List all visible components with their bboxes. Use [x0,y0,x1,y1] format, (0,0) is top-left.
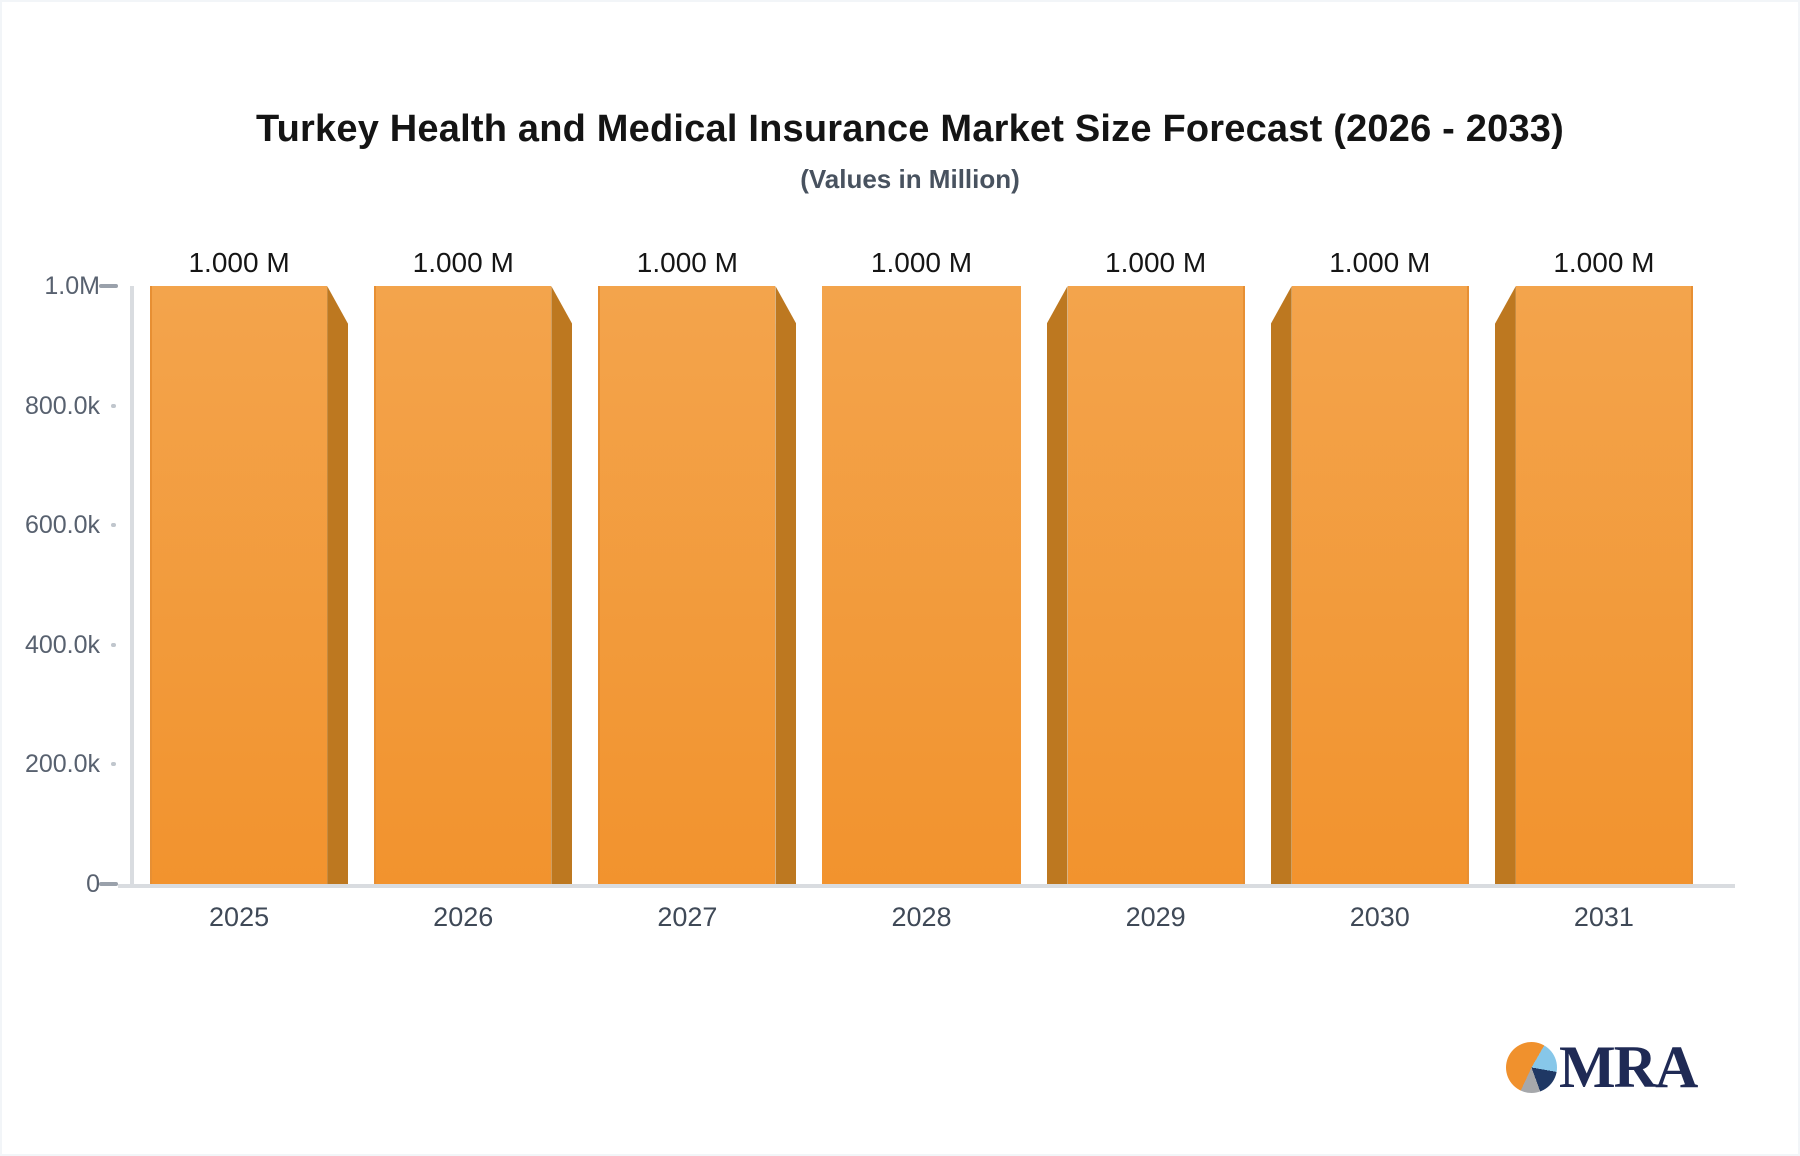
bar-face[interactable] [1515,286,1693,884]
bar-2031[interactable]: 1.000 M 2031 [1494,247,1693,932]
logo: MRA [1506,1034,1698,1100]
bar-2026[interactable]: 1.000 M 2026 [374,247,573,932]
bar-side-panel [775,286,797,884]
x-axis-category-label: 2025 [209,902,270,932]
bar-column[interactable]: 1.000 M [1494,247,1693,884]
x-axis-category-label: 2028 [891,902,952,932]
bar-side-panel [1270,286,1292,884]
bar-column[interactable]: 1.000 M [1270,247,1469,884]
chart-title: Turkey Health and Medical Insurance Mark… [256,108,1564,150]
bar-column[interactable]: 1.000 M [598,247,797,884]
pie-chart-logo-icon [1506,1042,1557,1093]
bar-column[interactable]: 1.000 M [150,247,349,884]
y-axis-tick-label: 1.0M [44,272,100,300]
bar-side-panel [1046,286,1068,884]
x-axis-category-label: 2027 [657,902,718,932]
y-axis-tick-label: 600.0k [24,511,100,540]
bar-2027[interactable]: 1.000 M 2027 [598,247,797,932]
y-axis-tick-mark [111,642,116,647]
bar-2030[interactable]: 1.000 M 2030 [1270,247,1469,932]
bar-value-label: 1.000 M [1329,247,1431,278]
bar-side-panel [1494,286,1516,884]
y-axis-tick-mark [111,762,116,767]
bar-face[interactable] [150,286,328,884]
bar-side-panel [327,286,349,884]
bar-face[interactable] [374,286,552,884]
x-axis-category-label: 2031 [1573,902,1634,932]
y-axis-tick-mark [99,882,118,886]
y-axis-tick-label: 800.0k [24,391,100,420]
bar-value-label: 1.000 M [1553,247,1655,278]
y-axis-tick-mark [111,403,116,408]
bar-value-label: 1.000 M [636,247,738,278]
bar-column[interactable]: 1.000 M [822,247,1021,884]
x-axis-category-label: 2026 [433,902,494,932]
bar-column[interactable]: 1.000 M [1046,247,1245,884]
y-axis-tick-label: 200.0k [24,750,100,779]
bar-2025[interactable]: 1.000 M 2025 [150,247,349,932]
y-axis-tick-label: 0 [86,870,100,898]
x-axis-category-label: 2029 [1125,902,1186,932]
bar-value-label: 1.000 M [412,247,514,278]
bar-face[interactable] [1291,286,1469,884]
y-axis-tick-label: 400.0k [24,630,100,659]
y-axis-tick-mark [111,523,116,528]
bar-face[interactable] [598,286,776,884]
x-axis-category-label: 2030 [1349,902,1410,932]
logo-text: MRA [1559,1034,1698,1100]
bar-face[interactable] [822,286,1021,884]
bar-side-panel [551,286,573,884]
bar-column[interactable]: 1.000 M [374,247,573,884]
chart-subtitle: (Values in Million) [800,164,1020,194]
bar-2029[interactable]: 1.000 M 2029 [1046,247,1245,932]
plot-area: 1.000 M 2025 1.000 M 2026 1.000 M 2027 1.000 M… [150,247,1693,932]
bar-face[interactable] [1067,286,1245,884]
bar-value-label: 1.000 M [870,247,973,278]
y-axis-tick-mark [99,284,118,288]
bar-value-label: 1.000 M [188,247,290,278]
y-axis-line [130,286,134,888]
bar-2028[interactable]: 1.000 M 2028 [822,247,1021,932]
x-axis-line [118,884,1735,888]
bar-value-label: 1.000 M [1105,247,1207,278]
